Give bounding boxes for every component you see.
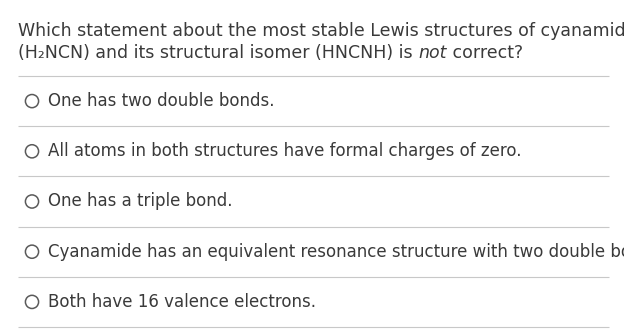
Point: [27, 249, 37, 254]
Point: [27, 98, 37, 104]
Text: correct?: correct?: [447, 44, 523, 62]
Text: One has a triple bond.: One has a triple bond.: [48, 193, 233, 210]
Text: Cyanamide has an equivalent resonance structure with two double bonds.: Cyanamide has an equivalent resonance st…: [48, 243, 624, 261]
Point: [27, 299, 37, 305]
Text: One has two double bonds.: One has two double bonds.: [48, 92, 275, 110]
Point: [27, 149, 37, 154]
Text: All atoms in both structures have formal charges of zero.: All atoms in both structures have formal…: [48, 142, 522, 160]
Text: Which statement about the most stable Lewis structures of cyanamide: Which statement about the most stable Le…: [18, 22, 624, 40]
Text: Both have 16 valence electrons.: Both have 16 valence electrons.: [48, 293, 316, 311]
Point: [27, 199, 37, 204]
Text: (H₂NCN) and its structural isomer (HNCNH) is: (H₂NCN) and its structural isomer (HNCNH…: [18, 44, 418, 62]
Text: not: not: [418, 44, 447, 62]
